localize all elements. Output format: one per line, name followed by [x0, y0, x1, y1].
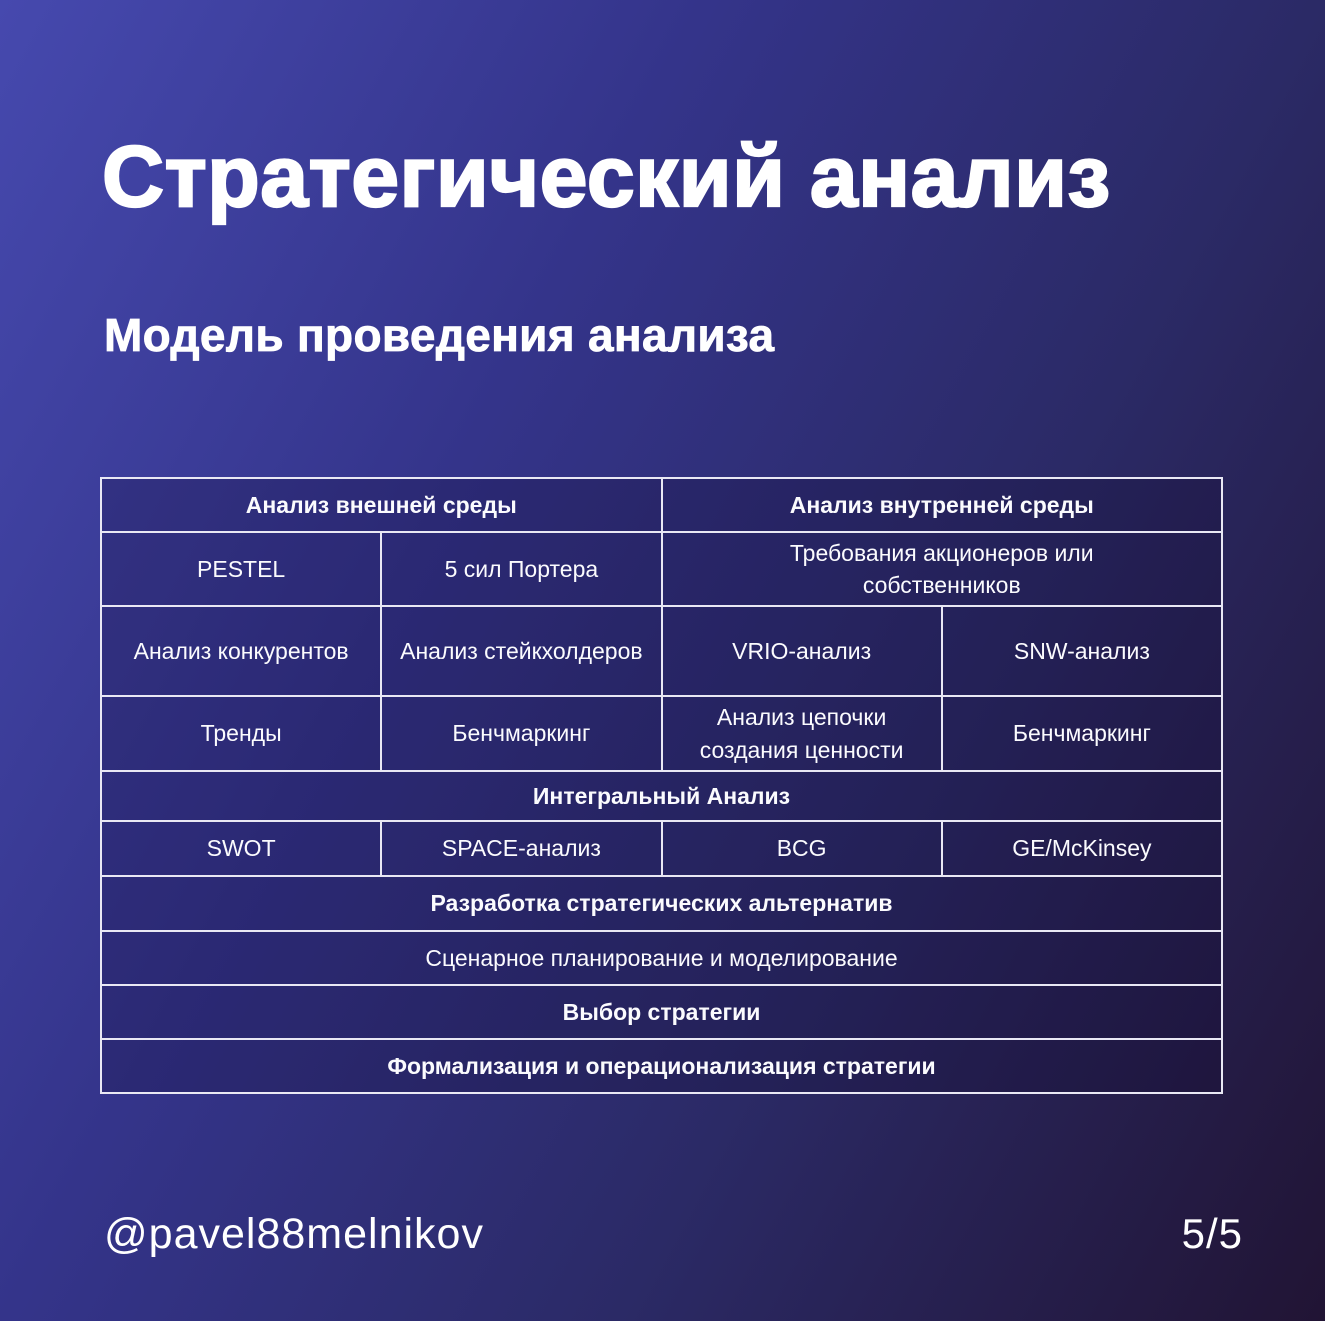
table-row-strategic-alternatives: Разработка стратегических альтернатив — [100, 874, 1223, 932]
table-row-formalization: Формализация и операционализация стратег… — [100, 1037, 1223, 1094]
table-row-section-headers: Анализ внешней среды Анализ внутренней с… — [100, 477, 1223, 533]
cell-formalization-header: Формализация и операционализация стратег… — [100, 1037, 1223, 1094]
cell-external-analysis-header: Анализ внешней среды — [100, 477, 663, 533]
cell-integral-analysis-header: Интегральный Анализ — [100, 769, 1223, 822]
author-handle: @pavel88melnikov — [104, 1210, 484, 1258]
cell-benchmarking-external: Бенчмаркинг — [380, 695, 663, 772]
page-subtitle: Модель проведения анализа — [104, 309, 775, 362]
cell-value-chain-analysis: Анализ цепочки создания ценности — [660, 695, 943, 772]
page-indicator: 5/5 — [1181, 1210, 1243, 1257]
cell-shareholder-requirements: Требования акционеров или собственников — [660, 530, 1223, 608]
table-row-strategy-choice: Выбор стратегии — [100, 983, 1223, 1040]
page-title: Стратегический анализ — [101, 128, 1111, 226]
cell-trends: Тренды — [99, 695, 383, 772]
cell-ge-mckinsey: GE/McKinsey — [940, 819, 1224, 877]
cell-pestel: PESTEL — [99, 530, 383, 608]
table-row: Анализ конкурентов Анализ стейкхолдеров … — [99, 605, 1224, 698]
cell-swot: SWOT — [99, 819, 383, 877]
cell-scenario-planning: Сценарное планирование и моделирование — [100, 929, 1223, 986]
table-row: SWOT SPACE-анализ BCG GE/McKinsey — [99, 819, 1224, 877]
table-row-integral-analysis: Интегральный Анализ — [100, 769, 1223, 822]
cell-bcg: BCG — [660, 819, 943, 877]
table-row-scenario-planning: Сценарное планирование и моделирование — [100, 929, 1223, 986]
cell-porter-five-forces: 5 сил Портера — [380, 530, 663, 608]
cell-benchmarking-internal: Бенчмаркинг — [940, 695, 1224, 772]
cell-snw-analysis: SNW-анализ — [940, 605, 1224, 698]
cell-internal-analysis-header: Анализ внутренней среды — [660, 477, 1223, 533]
cell-stakeholder-analysis: Анализ стейкхолдеров — [380, 605, 663, 698]
cell-competitor-analysis: Анализ конкурентов — [99, 605, 383, 698]
analysis-model-table: Анализ внешней среды Анализ внутренней с… — [99, 477, 1224, 1094]
cell-vrio-analysis: VRIO-анализ — [660, 605, 943, 698]
table-row: Тренды Бенчмаркинг Анализ цепочки создан… — [99, 695, 1224, 772]
cell-space-analysis: SPACE-анализ — [380, 819, 663, 877]
cell-strategy-choice-header: Выбор стратегии — [100, 983, 1223, 1040]
table-row: PESTEL 5 сил Портера Требования акционер… — [99, 530, 1223, 608]
cell-strategic-alternatives-header: Разработка стратегических альтернатив — [100, 874, 1223, 932]
